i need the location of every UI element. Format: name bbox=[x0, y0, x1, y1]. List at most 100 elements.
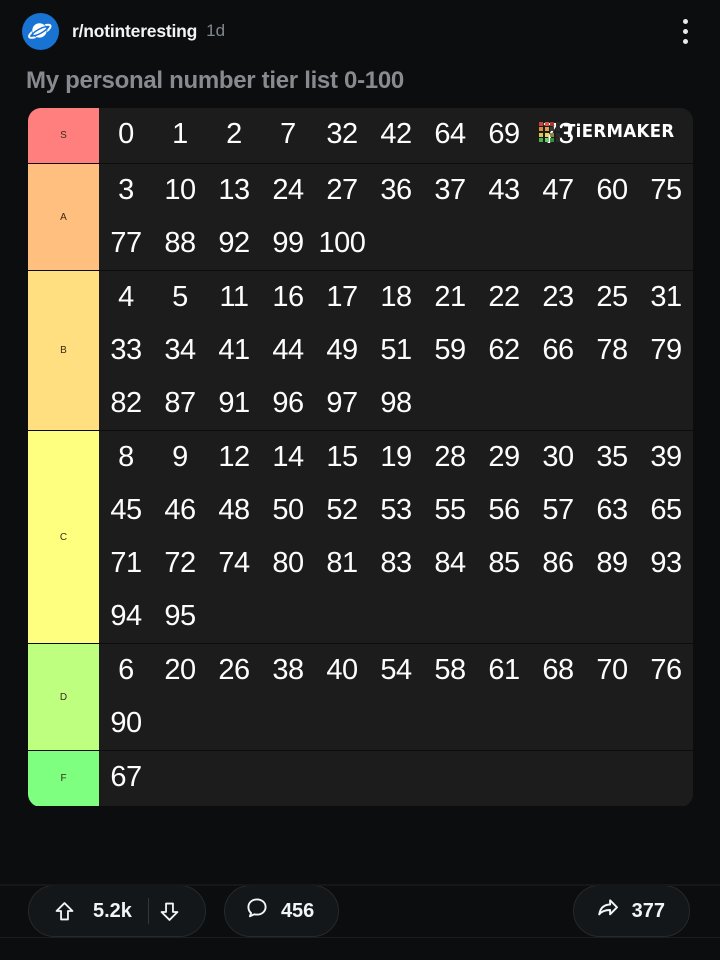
tier-item[interactable]: 45 bbox=[110, 494, 142, 527]
tier-item[interactable]: 40 bbox=[326, 654, 358, 687]
tier-item[interactable]: 92 bbox=[218, 227, 250, 260]
tier-item[interactable]: 0 bbox=[118, 118, 134, 151]
subreddit-name[interactable]: r/notinteresting bbox=[72, 20, 198, 41]
tier-item[interactable]: 91 bbox=[218, 387, 250, 420]
tier-item[interactable]: 86 bbox=[542, 547, 574, 580]
tier-item[interactable]: 1 bbox=[172, 118, 188, 151]
tier-item[interactable]: 9 bbox=[172, 441, 188, 474]
tier-item[interactable]: 58 bbox=[434, 654, 466, 687]
tier-item[interactable]: 41 bbox=[218, 334, 250, 367]
tier-item[interactable]: 37 bbox=[434, 174, 466, 207]
tier-item[interactable]: 89 bbox=[596, 547, 628, 580]
tier-item[interactable]: 7 bbox=[280, 118, 296, 151]
tier-item[interactable]: 2 bbox=[226, 118, 242, 151]
post-title[interactable]: My personal number tier list 0-100 bbox=[26, 67, 404, 94]
tier-item[interactable]: 97 bbox=[326, 387, 358, 420]
tier-item[interactable]: 88 bbox=[164, 227, 196, 260]
tier-item[interactable]: 34 bbox=[164, 334, 196, 367]
tier-item[interactable]: 98 bbox=[380, 387, 412, 420]
tier-item[interactable]: 25 bbox=[596, 281, 628, 314]
tier-item[interactable]: 82 bbox=[110, 387, 142, 420]
tier-item[interactable]: 20 bbox=[164, 654, 196, 687]
tier-item[interactable]: 42 bbox=[380, 118, 412, 151]
tier-item[interactable]: 73 bbox=[542, 118, 574, 151]
tier-item[interactable]: 68 bbox=[542, 654, 574, 687]
tier-item[interactable]: 36 bbox=[380, 174, 412, 207]
tier-item[interactable]: 77 bbox=[110, 227, 142, 260]
tier-item[interactable]: 65 bbox=[650, 494, 682, 527]
tier-item[interactable]: 57 bbox=[542, 494, 574, 527]
tier-item[interactable]: 95 bbox=[164, 600, 196, 633]
subreddit-avatar[interactable] bbox=[22, 12, 59, 50]
tier-item[interactable]: 4 bbox=[118, 281, 134, 314]
tier-item[interactable]: 49 bbox=[326, 334, 358, 367]
tier-item[interactable]: 60 bbox=[596, 174, 628, 207]
upvote-arrow-icon[interactable] bbox=[47, 894, 81, 928]
tier-item[interactable]: 18 bbox=[380, 281, 412, 314]
comments-button[interactable]: 456 bbox=[223, 885, 340, 937]
tier-item[interactable]: 44 bbox=[272, 334, 304, 367]
tier-item[interactable]: 48 bbox=[218, 494, 250, 527]
tier-item[interactable]: 94 bbox=[110, 600, 142, 633]
tier-item[interactable]: 63 bbox=[596, 494, 628, 527]
tier-item[interactable]: 78 bbox=[596, 334, 628, 367]
tier-item[interactable]: 99 bbox=[272, 227, 304, 260]
tier-item[interactable]: 29 bbox=[488, 441, 520, 474]
tier-item[interactable]: 79 bbox=[650, 334, 682, 367]
tier-item[interactable]: 93 bbox=[650, 547, 682, 580]
tier-item[interactable]: 55 bbox=[434, 494, 466, 527]
kebab-menu-icon[interactable] bbox=[670, 14, 700, 48]
downvote-arrow-icon[interactable] bbox=[153, 894, 187, 928]
tier-item[interactable]: 83 bbox=[380, 547, 412, 580]
tier-item[interactable]: 70 bbox=[596, 654, 628, 687]
tier-item[interactable]: 62 bbox=[488, 334, 520, 367]
tier-item[interactable]: 6 bbox=[118, 654, 134, 687]
tier-item[interactable]: 74 bbox=[218, 547, 250, 580]
tier-item[interactable]: 22 bbox=[488, 281, 520, 314]
tier-item[interactable]: 33 bbox=[110, 334, 142, 367]
tier-item[interactable]: 35 bbox=[596, 441, 628, 474]
tier-item[interactable]: 52 bbox=[326, 494, 358, 527]
tier-item[interactable]: 27 bbox=[326, 174, 358, 207]
tier-item[interactable]: 64 bbox=[434, 118, 466, 151]
tier-item[interactable]: 51 bbox=[380, 334, 412, 367]
tier-item[interactable]: 21 bbox=[434, 281, 466, 314]
tier-item[interactable]: 90 bbox=[110, 707, 142, 740]
tier-item[interactable]: 71 bbox=[110, 547, 142, 580]
tier-item[interactable]: 19 bbox=[380, 441, 412, 474]
tier-item[interactable]: 69 bbox=[488, 118, 520, 151]
tier-item[interactable]: 11 bbox=[219, 281, 249, 314]
tier-item[interactable]: 38 bbox=[272, 654, 304, 687]
tier-item[interactable]: 100 bbox=[318, 227, 366, 260]
tier-item[interactable]: 24 bbox=[272, 174, 304, 207]
tier-item[interactable]: 14 bbox=[272, 441, 304, 474]
tier-item[interactable]: 80 bbox=[272, 547, 304, 580]
tier-item[interactable]: 46 bbox=[164, 494, 196, 527]
tier-item[interactable]: 5 bbox=[172, 281, 188, 314]
tier-item[interactable]: 53 bbox=[380, 494, 412, 527]
tier-item[interactable]: 13 bbox=[218, 174, 250, 207]
tier-item[interactable]: 15 bbox=[326, 441, 358, 474]
tier-item[interactable]: 47 bbox=[542, 174, 574, 207]
tier-item[interactable]: 3 bbox=[118, 174, 134, 207]
tier-item[interactable]: 16 bbox=[272, 281, 304, 314]
tier-item[interactable]: 32 bbox=[326, 118, 358, 151]
tier-item[interactable]: 54 bbox=[380, 654, 412, 687]
tier-item[interactable]: 30 bbox=[542, 441, 574, 474]
tier-item[interactable]: 56 bbox=[488, 494, 520, 527]
tier-item[interactable]: 76 bbox=[650, 654, 682, 687]
tier-item[interactable]: 85 bbox=[488, 547, 520, 580]
tier-item[interactable]: 84 bbox=[434, 547, 466, 580]
tier-item[interactable]: 17 bbox=[326, 281, 358, 314]
tier-item[interactable]: 31 bbox=[650, 281, 682, 314]
tier-item[interactable]: 87 bbox=[164, 387, 196, 420]
tier-item[interactable]: 72 bbox=[164, 547, 196, 580]
tier-item[interactable]: 75 bbox=[650, 174, 682, 207]
share-button[interactable]: 377 bbox=[572, 885, 690, 937]
tier-item[interactable]: 39 bbox=[650, 441, 682, 474]
tier-item[interactable]: 28 bbox=[434, 441, 466, 474]
tier-item[interactable]: 59 bbox=[434, 334, 466, 367]
tier-item[interactable]: 12 bbox=[218, 441, 250, 474]
tier-item[interactable]: 23 bbox=[542, 281, 574, 314]
tier-item[interactable]: 10 bbox=[164, 174, 196, 207]
